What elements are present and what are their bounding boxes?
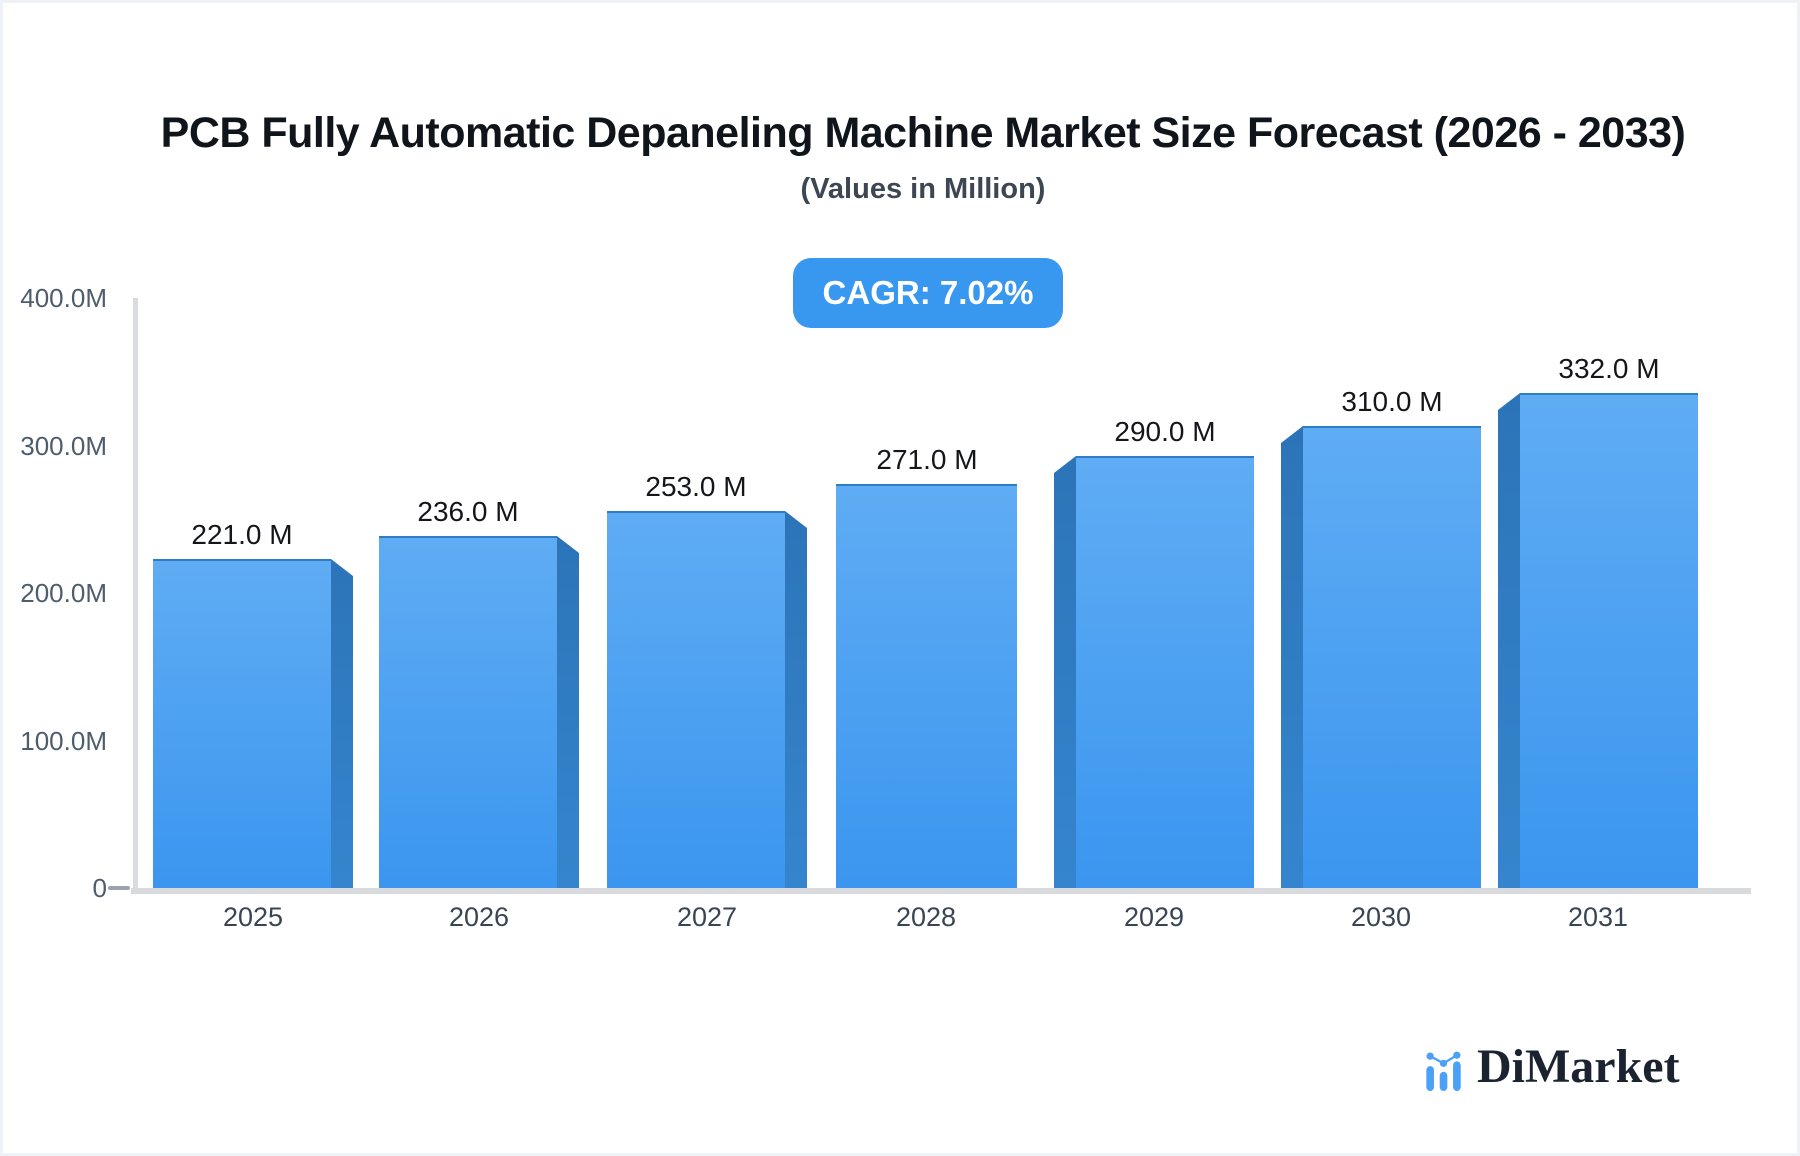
x-axis-label: 2025 — [222, 902, 284, 932]
bar-2027[interactable]: 253.0 M — [607, 471, 807, 888]
y-axis-label: 200.0M — [20, 578, 107, 608]
x-axis-label: 2027 — [676, 902, 738, 932]
x-axis-line — [131, 888, 1751, 894]
y-axis-label: 300.0M — [20, 431, 107, 461]
x-axis-label: 2030 — [1350, 902, 1412, 932]
bar-2025[interactable]: 221.0 M — [153, 519, 353, 888]
bar-2030[interactable]: 310.0 M — [1281, 386, 1481, 888]
y-axis-label: 100.0M — [20, 726, 107, 756]
x-axis-label: 2026 — [448, 902, 510, 932]
y-axis-line — [133, 298, 138, 888]
bar-side-face — [1054, 456, 1076, 888]
bar-value-label: 236.0 M — [417, 496, 519, 527]
bar-side-face — [785, 511, 807, 888]
bar-face[interactable] — [1076, 456, 1254, 888]
bar-value-label: 290.0 M — [1114, 416, 1216, 447]
x-axis-label: 2028 — [895, 902, 957, 932]
bar-face[interactable] — [1520, 393, 1698, 888]
bar-side-face — [557, 536, 579, 888]
bar-side-face — [331, 559, 353, 888]
chart-title: PCB Fully Automatic Depaneling Machine M… — [160, 109, 1686, 157]
chart-card: PCB Fully Automatic Depaneling Machine M… — [3, 3, 1797, 1153]
bar-face[interactable] — [1303, 426, 1481, 888]
bar-face[interactable] — [379, 536, 557, 888]
bar-face[interactable] — [607, 511, 785, 888]
bar-2031[interactable]: 332.0 M — [1498, 353, 1698, 888]
bar-2026[interactable]: 236.0 M — [379, 496, 579, 888]
bar-side-face — [1281, 426, 1303, 888]
y-axis-label: 0 — [92, 873, 107, 903]
brand-logo-icon — [1426, 1051, 1461, 1091]
brand-logo: DiMarket — [1424, 1043, 1680, 1091]
bar-face[interactable] — [836, 484, 1017, 888]
bar-face[interactable] — [153, 559, 331, 888]
zero-tick-mark — [108, 886, 130, 890]
brand-logo-text: DiMarket — [1477, 1040, 1680, 1093]
y-axis-label: 400.0M — [20, 283, 107, 313]
bar-2029[interactable]: 290.0 M — [1054, 416, 1254, 888]
bar-value-label: 271.0 M — [876, 444, 978, 475]
bar-value-label: 253.0 M — [645, 471, 747, 502]
cagr-badge: CAGR: 7.02% — [793, 258, 1063, 328]
bar-value-label: 332.0 M — [1558, 353, 1660, 384]
x-axis-label: 2031 — [1567, 902, 1629, 932]
bar-side-face — [1498, 393, 1520, 888]
x-axis-label: 2029 — [1123, 902, 1185, 932]
bar-value-label: 221.0 M — [191, 519, 293, 550]
bar-value-label: 310.0 M — [1341, 386, 1443, 417]
chart-subtitle: (Values in Million) — [800, 173, 1046, 205]
bar-2028[interactable]: 271.0 M — [836, 444, 1017, 888]
